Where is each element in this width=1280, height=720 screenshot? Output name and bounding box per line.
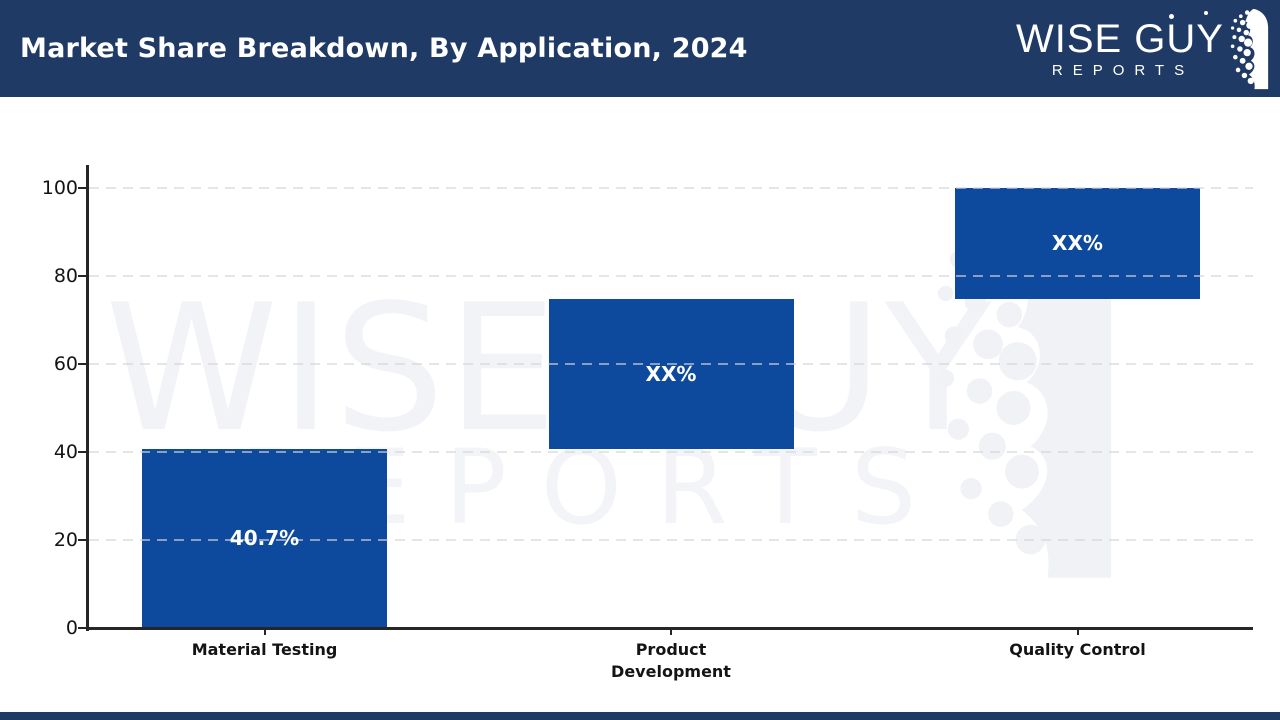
logo-wordmark: WISE GUY <box>1015 17 1224 61</box>
y-tick-label: 60 <box>53 352 78 375</box>
gridline-y100 <box>89 186 1253 189</box>
x-category-label-product-development: Product Development <box>611 640 731 681</box>
y-tick-mark <box>78 627 87 629</box>
watermark-subtitle: REPORTS <box>240 428 951 548</box>
x-tick-mark <box>1076 628 1079 635</box>
y-tick-label: 40 <box>53 440 78 463</box>
footer-bar <box>0 712 1280 720</box>
page-title: Market Share Breakdown, By Application, … <box>20 33 748 64</box>
y-tick-mark <box>78 274 87 277</box>
x-axis-line <box>86 627 1253 630</box>
y-tick-mark <box>78 538 87 541</box>
logo-subtitle: REPORTS <box>1051 62 1195 79</box>
watermark-head-icon <box>937 204 1112 578</box>
x-category-label-material-testing: Material Testing <box>191 640 338 659</box>
y-tick-mark <box>78 362 87 365</box>
y-tick-mark <box>78 186 87 189</box>
x-tick-mark <box>263 628 266 635</box>
logo-dot-icon <box>1169 13 1174 19</box>
y-tick-label: 80 <box>53 264 78 287</box>
wiseguy-logo: WISE GUY REPORTS <box>1016 8 1270 90</box>
wiseguy-head-icon <box>1230 8 1269 89</box>
y-tick-label: 100 <box>41 176 78 199</box>
y-axis-line <box>86 165 89 631</box>
wiseguy-logo-text: WISE GUY REPORTS <box>1016 19 1224 78</box>
x-category-label-quality-control: Quality Control <box>1009 640 1146 659</box>
logo-dot-icon <box>1204 10 1208 15</box>
y-tick-label: 20 <box>53 528 78 551</box>
y-tick-mark <box>78 450 87 453</box>
watermark-wordmark: WISE GUY <box>105 268 994 471</box>
x-tick-mark <box>670 628 672 635</box>
header-bar: Market Share Breakdown, By Application, … <box>0 0 1280 97</box>
y-tick-label: 0 <box>65 617 78 639</box>
